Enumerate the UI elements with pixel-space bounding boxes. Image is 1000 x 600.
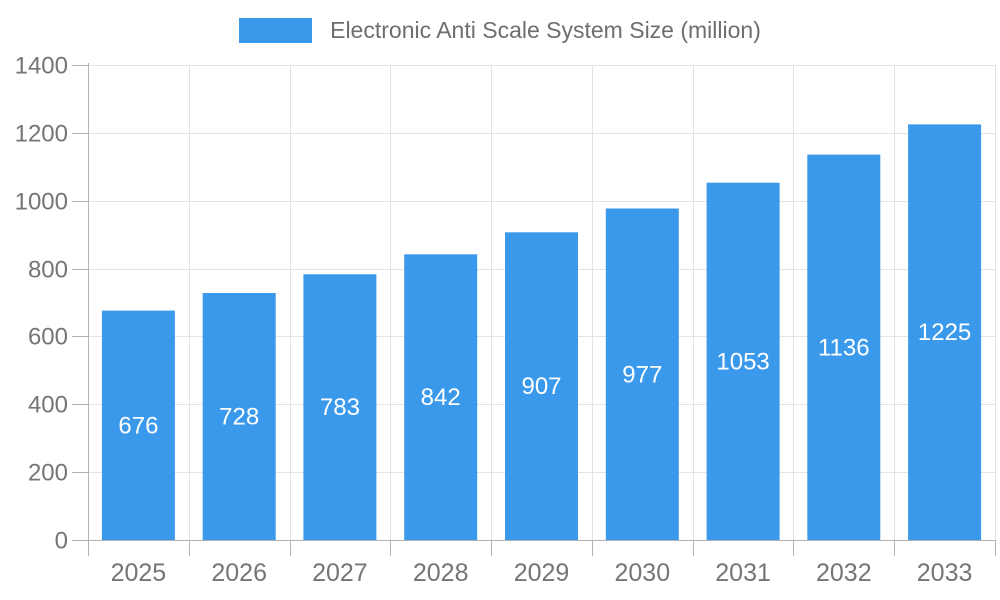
bar[interactable] xyxy=(505,232,578,541)
x-tick-label: 2031 xyxy=(715,559,771,587)
chart-legend: Electronic Anti Scale System Size (milli… xyxy=(0,18,1000,43)
y-tick-label: 1400 xyxy=(15,53,68,80)
bar[interactable] xyxy=(605,208,679,541)
bar[interactable] xyxy=(303,274,377,540)
y-tick-label: 1200 xyxy=(15,121,68,148)
bar-value-label: 783 xyxy=(320,394,360,421)
x-tick-label: 2030 xyxy=(614,559,670,587)
legend-swatch xyxy=(239,18,313,43)
x-tick-label: 2029 xyxy=(514,559,570,587)
y-tick-label: 0 xyxy=(55,528,68,555)
bar[interactable] xyxy=(807,154,881,540)
y-tick-label: 200 xyxy=(28,460,68,487)
bar[interactable] xyxy=(202,293,276,540)
x-tick-label: 2027 xyxy=(312,559,368,587)
legend-item[interactable]: Electronic Anti Scale System Size (milli… xyxy=(239,18,761,43)
bar-value-label: 1053 xyxy=(716,348,769,375)
bar-value-label: 676 xyxy=(118,412,158,439)
bar-value-label: 728 xyxy=(219,404,259,431)
x-tick-label: 2028 xyxy=(413,559,469,587)
bar[interactable] xyxy=(404,254,478,541)
bar[interactable] xyxy=(101,310,175,540)
bar-value-label: 1225 xyxy=(918,319,971,346)
y-tick-label: 600 xyxy=(28,324,68,351)
bar-value-label: 842 xyxy=(421,384,461,411)
x-tick-label: 2025 xyxy=(111,559,167,587)
bar-value-label: 977 xyxy=(622,361,662,388)
bar[interactable] xyxy=(908,124,982,541)
legend-label: Electronic Anti Scale System Size (milli… xyxy=(330,17,761,43)
y-tick-label: 1000 xyxy=(15,189,68,216)
x-tick-label: 2026 xyxy=(211,559,267,587)
x-tick-label: 2033 xyxy=(917,559,973,587)
y-tick-label: 400 xyxy=(28,392,68,419)
y-tick-label: 800 xyxy=(28,257,68,284)
bar-value-label: 907 xyxy=(521,373,561,400)
bar-value-label: 1136 xyxy=(818,334,870,361)
x-tick-label: 2032 xyxy=(816,559,872,587)
bar[interactable] xyxy=(706,182,780,540)
